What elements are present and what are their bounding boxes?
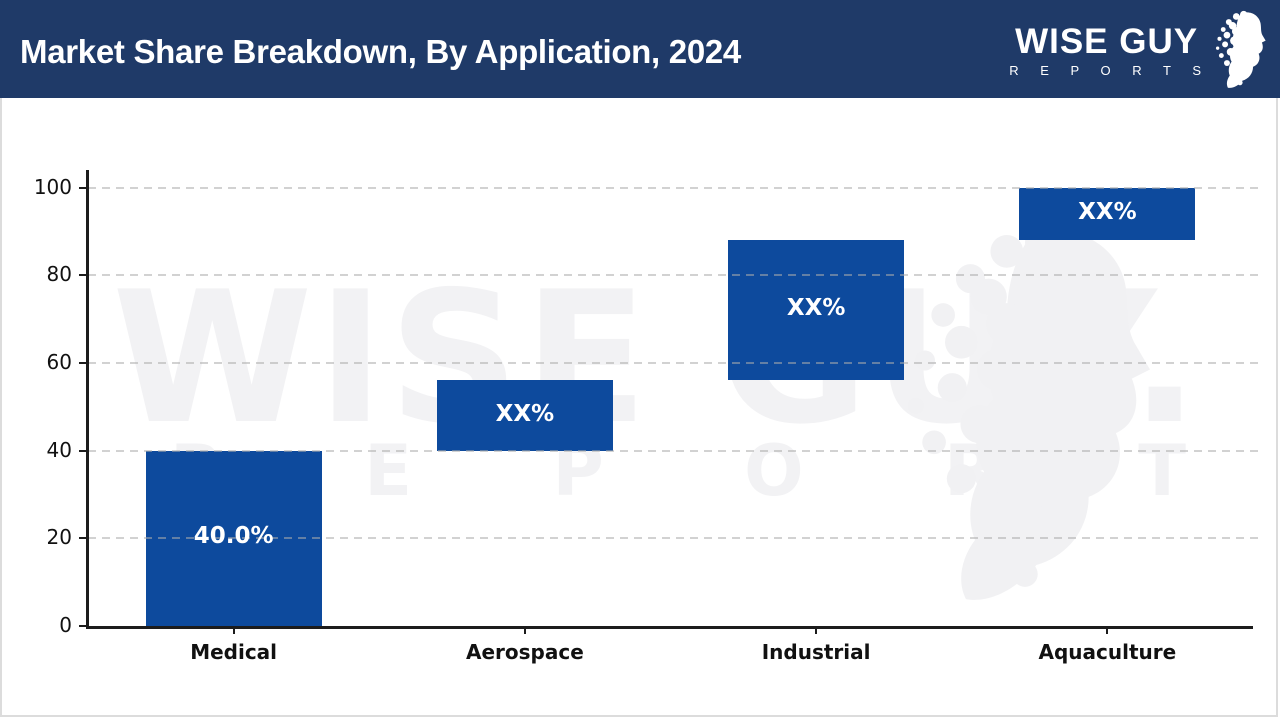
y-tick-label-40: 40	[46, 437, 72, 462]
category-label-aerospace: Aerospace	[465, 640, 584, 664]
x-tick	[232, 628, 235, 634]
y-tick-label-100: 100	[33, 174, 72, 199]
gridline-60	[88, 361, 1258, 364]
brand-name: WISE GUY	[1015, 21, 1199, 61]
y-axis	[86, 170, 89, 629]
bar-value-label: XX%	[786, 295, 846, 322]
bar-value-label: XX%	[495, 400, 555, 427]
category-label-industrial: Industrial	[761, 640, 871, 664]
category-label-medical: Medical	[190, 640, 278, 664]
bar-industrial	[728, 240, 905, 381]
y-tick-label-80: 80	[46, 262, 72, 287]
page-title: Market Share Breakdown, By Application, …	[20, 33, 741, 70]
y-tick	[79, 361, 86, 364]
bar-aquaculture	[1019, 187, 1196, 241]
gridline-80	[88, 274, 1258, 277]
y-tick-label-60: 60	[46, 349, 72, 374]
y-tick	[79, 449, 86, 452]
y-tick-label-0: 0	[59, 613, 72, 637]
gridline-40	[88, 449, 1258, 452]
gridline-100	[88, 186, 1258, 189]
x-axis	[86, 626, 1253, 629]
brand-subtitle: R E P O R T S	[1009, 62, 1210, 78]
bar-value-label: 40.0%	[193, 523, 274, 550]
x-tick	[523, 628, 526, 634]
x-tick	[1106, 628, 1109, 634]
brand-head-icon	[1215, 10, 1266, 88]
y-tick	[79, 274, 86, 277]
y-tick	[79, 537, 86, 540]
brand-logo: WISE GUY R E P O R T S	[1003, 9, 1268, 91]
y-tick	[79, 186, 86, 189]
header-bar: Market Share Breakdown, By Application, …	[0, 0, 1280, 98]
brand-logo-text: WISE GUY R E P O R T S	[1003, 21, 1210, 78]
bar-aerospace	[436, 380, 613, 451]
y-tick-label-20: 20	[46, 525, 72, 550]
gridline-20	[88, 537, 1258, 540]
x-tick	[815, 628, 818, 634]
category-label-aquaculture: Aquaculture	[1038, 640, 1177, 664]
bar-value-label: XX%	[1078, 198, 1137, 225]
y-tick	[79, 625, 86, 627]
